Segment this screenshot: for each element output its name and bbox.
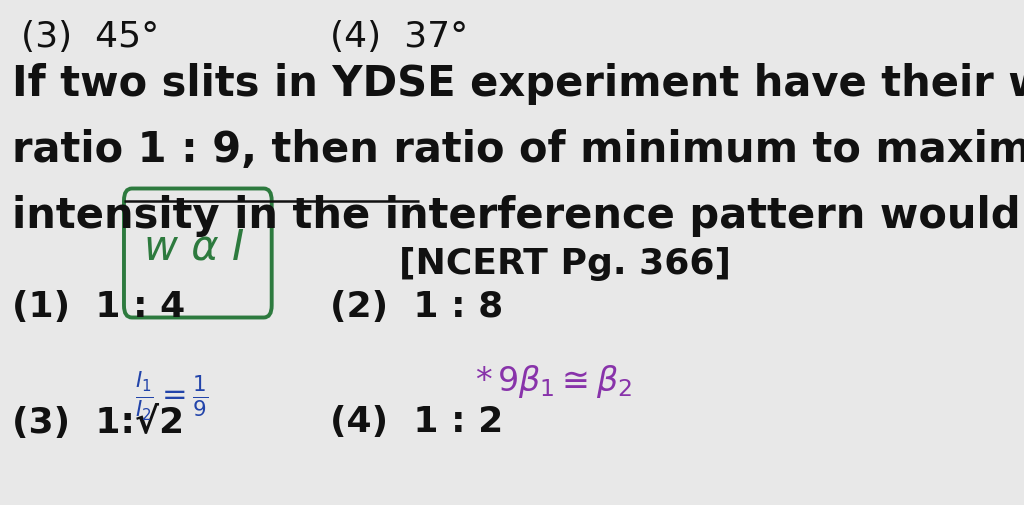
Text: (1)  1 : 4: (1) 1 : 4 [12,290,185,324]
Text: ratio 1 : 9, then ratio of minimum to maximum: ratio 1 : 9, then ratio of minimum to ma… [12,129,1024,171]
Text: (3)  1:√2: (3) 1:√2 [12,405,184,440]
Text: If two slits in YDSE experiment have their width: If two slits in YDSE experiment have the… [12,63,1024,105]
Text: [NCERT Pg. 366]: [NCERT Pg. 366] [399,247,731,281]
Text: (4)  1 : 2: (4) 1 : 2 [330,405,503,439]
Text: w α I: w α I [144,227,245,269]
Text: $\frac{I_1}{I_2} = \frac{1}{9}$: $\frac{I_1}{I_2} = \frac{1}{9}$ [135,370,209,423]
Text: intensity in the interference pattern would be: intensity in the interference pattern wo… [12,195,1024,237]
Text: (4)  37°: (4) 37° [330,20,468,54]
Text: $*\,9\beta_1 \cong \beta_2$: $*\,9\beta_1 \cong \beta_2$ [475,363,632,400]
Text: (2)  1 : 8: (2) 1 : 8 [330,290,503,324]
Text: (3)  45°: (3) 45° [22,20,160,54]
